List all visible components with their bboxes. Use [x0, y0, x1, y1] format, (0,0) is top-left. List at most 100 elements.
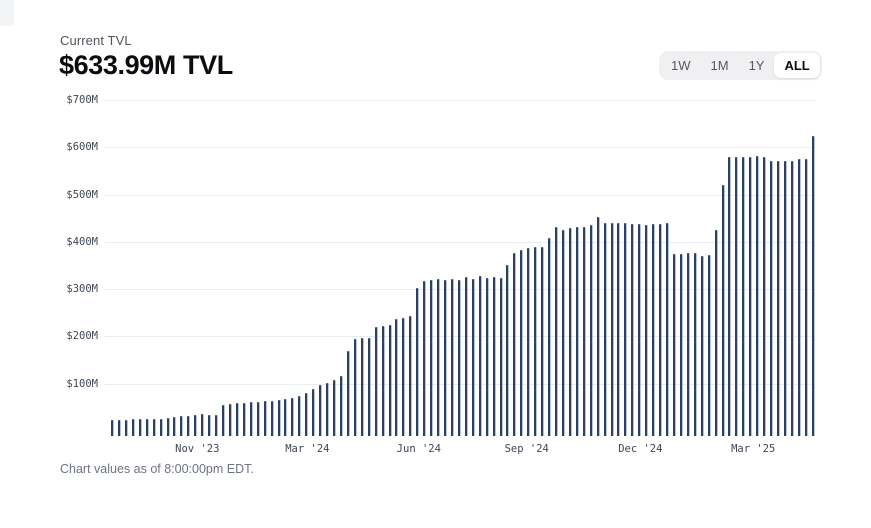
tvl-bar	[291, 397, 294, 436]
tvl-bar	[804, 158, 807, 436]
tvl-bar	[548, 237, 551, 436]
tvl-bar	[790, 161, 793, 436]
x-axis-tick-label: Mar '25	[731, 443, 776, 455]
tvl-bar	[374, 327, 377, 436]
tvl-bar	[492, 277, 495, 436]
tvl-bar	[235, 403, 238, 436]
tvl-bar	[610, 222, 613, 436]
tvl-bar	[444, 279, 446, 436]
tvl-bar	[714, 229, 717, 436]
tvl-bar	[541, 246, 544, 436]
tvl-bar	[617, 223, 620, 436]
tvl-bar-chart: $700M $600M $500M $400M $300M $200M $100M Nov …	[60, 94, 815, 460]
gridline	[105, 147, 815, 149]
chart-timestamp: Chart values as of 8:00:00pm EDT.	[60, 462, 254, 476]
range-button-1w[interactable]: 1W	[661, 53, 701, 78]
x-axis-tick-label: Dec '24	[618, 443, 663, 455]
y-axis-tick-label: $500M	[66, 188, 98, 201]
tvl-bar	[124, 419, 127, 436]
y-axis-tick-label: $100M	[66, 377, 98, 390]
x-axis-tick-label: Sep '24	[504, 443, 549, 455]
tvl-bar	[138, 419, 141, 436]
tvl-bar	[346, 350, 349, 436]
gridline	[105, 383, 815, 385]
tvl-bar	[596, 216, 599, 436]
tvl-bar	[215, 414, 218, 436]
tvl-bar	[145, 418, 148, 436]
y-axis-tick-label: $300M	[66, 283, 98, 296]
tvl-bar	[326, 383, 329, 436]
tvl-bar	[277, 400, 280, 436]
tvl-bar	[513, 253, 516, 436]
tvl-bar	[568, 227, 571, 436]
tvl-bar	[652, 224, 655, 436]
tvl-bar	[353, 339, 356, 436]
tvl-bar	[624, 223, 627, 436]
y-axis-tick-label: $200M	[66, 330, 98, 343]
tvl-bar	[603, 222, 606, 436]
tvl-bar	[659, 224, 662, 436]
tvl-bar	[499, 277, 502, 436]
range-button-1y[interactable]: 1Y	[739, 53, 775, 78]
tvl-bar	[555, 227, 557, 436]
tvl-bar	[117, 419, 120, 436]
x-axis-tick-label: Nov '23	[175, 443, 220, 455]
bar-series	[105, 100, 815, 436]
gridlines	[105, 100, 815, 431]
tvl-bar	[263, 401, 266, 436]
tvl-bar	[679, 253, 682, 436]
range-button-1m[interactable]: 1M	[701, 53, 739, 78]
tvl-bar	[638, 224, 641, 436]
tvl-bar	[485, 278, 488, 436]
tvl-bar	[520, 249, 523, 436]
tvl-bar	[242, 402, 245, 436]
y-axis: $700M $600M $500M $400M $300M $200M $100M	[60, 94, 98, 431]
tvl-bar	[416, 287, 419, 436]
tvl-bar	[298, 395, 301, 436]
tvl-bar	[777, 161, 779, 436]
tvl-bar	[721, 185, 724, 436]
tvl-bar	[367, 337, 370, 436]
tvl-bar	[707, 255, 710, 436]
tvl-bar	[450, 279, 453, 436]
tvl-bar	[319, 385, 322, 436]
range-button-all[interactable]: ALL	[774, 53, 820, 78]
plot-area[interactable]	[105, 100, 815, 436]
tvl-bar	[763, 157, 766, 436]
tvl-bar	[534, 247, 537, 436]
tvl-bar	[728, 156, 731, 436]
tvl-bar	[770, 161, 773, 436]
tvl-bar	[270, 400, 273, 436]
tvl-bar	[312, 389, 315, 436]
tvl-bar	[527, 247, 530, 436]
tvl-bar	[395, 319, 398, 436]
tvl-bar	[756, 156, 759, 436]
tvl-bar	[672, 253, 675, 436]
tvl-bar	[464, 276, 467, 436]
tvl-bar	[506, 264, 509, 436]
tvl-bar	[478, 275, 481, 436]
tvl-bar	[381, 325, 384, 436]
tvl-bar	[152, 418, 155, 436]
x-axis-tick-label: Mar '24	[285, 443, 330, 455]
tvl-bar	[256, 401, 259, 436]
tvl-bar	[749, 157, 752, 436]
tvl-bar	[249, 402, 252, 436]
y-axis-tick-label: $700M	[66, 94, 98, 106]
tvl-bar	[222, 404, 224, 436]
tvl-bar	[666, 223, 668, 436]
tvl-bar	[131, 419, 134, 436]
tvl-bar	[360, 338, 363, 436]
tvl-bar	[194, 414, 197, 436]
tvl-bar	[811, 136, 814, 436]
gridline	[105, 289, 815, 291]
tvl-bar	[208, 415, 211, 436]
current-tvl-value: $633.99M TVL	[59, 50, 233, 80]
tvl-bar	[437, 279, 440, 436]
tvl-bar	[742, 157, 745, 436]
x-axis: Nov '23 Mar '24 Jun '24 Sep '24 Dec '24 Mar '…	[105, 443, 815, 457]
tvl-bar	[735, 157, 738, 436]
y-axis-tick-label: $400M	[66, 235, 98, 248]
tvl-bar	[693, 252, 696, 436]
tvl-bar	[305, 393, 308, 436]
